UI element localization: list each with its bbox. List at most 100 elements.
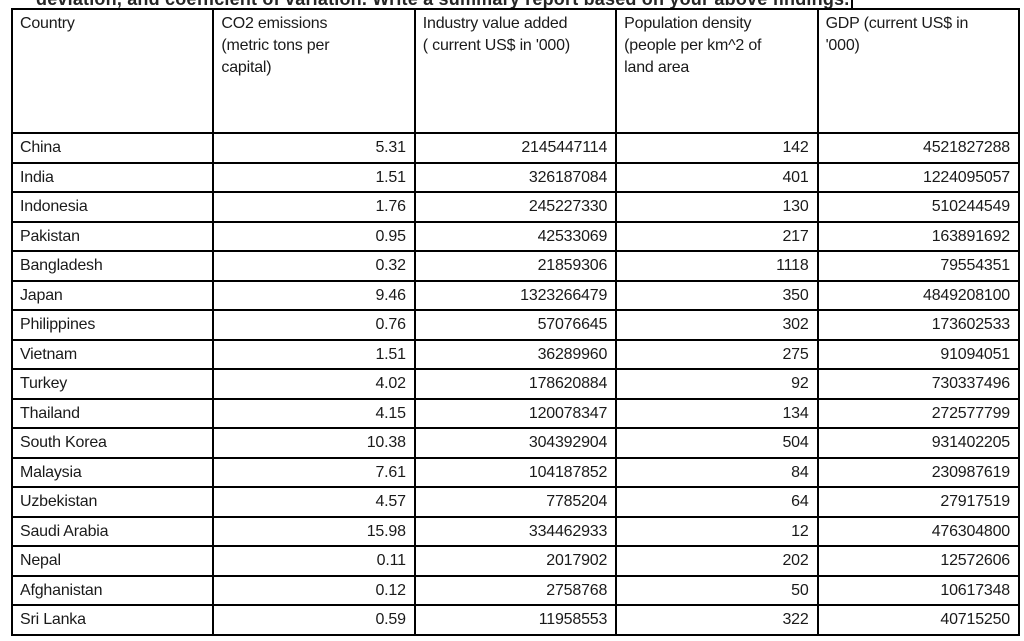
value-cell: 1118 bbox=[615, 250, 819, 282]
value-cell: 15.98 bbox=[212, 515, 416, 547]
table-row: Thailand 4.15 120078347 134 272577799 bbox=[10, 397, 1021, 429]
value-cell: 931402205 bbox=[816, 427, 1021, 459]
value-cell: 1.76 bbox=[212, 191, 416, 223]
value-cell: 10617348 bbox=[816, 574, 1021, 606]
value-cell: 4521827288 bbox=[816, 132, 1021, 164]
column-header-country: Country bbox=[10, 8, 215, 134]
value-cell: 476304800 bbox=[816, 515, 1021, 547]
value-cell: 0.12 bbox=[212, 574, 416, 606]
value-cell: 4.57 bbox=[212, 486, 416, 518]
value-cell: 202 bbox=[615, 545, 819, 577]
clipped-paragraph: deviation, and coefficient of variation.… bbox=[36, 0, 1016, 9]
value-cell: 1323266479 bbox=[413, 279, 618, 311]
table-row: India 1.51 326187084 401 1224095057 bbox=[10, 161, 1021, 193]
country-cell: Vietnam bbox=[10, 338, 215, 370]
country-cell: India bbox=[10, 161, 215, 193]
text-cursor[interactable] bbox=[851, 0, 853, 9]
country-cell: Thailand bbox=[10, 397, 215, 429]
value-cell: 4849208100 bbox=[816, 279, 1021, 311]
value-cell: 4.15 bbox=[212, 397, 416, 429]
value-cell: 504 bbox=[615, 427, 819, 459]
value-cell: 92 bbox=[615, 368, 819, 400]
value-cell: 173602533 bbox=[816, 309, 1021, 341]
value-cell: 10.38 bbox=[212, 427, 416, 459]
table-row: Nepal 0.11 2017902 202 12572606 bbox=[10, 545, 1021, 577]
value-cell: 0.59 bbox=[212, 604, 416, 636]
column-header-co2-emissions: CO2 emissions (metric tons per capital) bbox=[212, 8, 416, 134]
value-cell: 7785204 bbox=[413, 486, 618, 518]
value-cell: 217 bbox=[615, 220, 819, 252]
value-cell: 401 bbox=[615, 161, 819, 193]
value-cell: 42533069 bbox=[413, 220, 618, 252]
table-row: Afghanistan 0.12 2758768 50 10617348 bbox=[10, 574, 1021, 606]
value-cell: 275 bbox=[615, 338, 819, 370]
country-cell: Sri Lanka bbox=[10, 604, 215, 636]
table-row: Philippines 0.76 57076645 302 173602533 bbox=[10, 309, 1021, 341]
value-cell: 40715250 bbox=[816, 604, 1021, 636]
value-cell: 2758768 bbox=[413, 574, 618, 606]
country-cell: China bbox=[10, 132, 215, 164]
value-cell: 1.51 bbox=[212, 161, 416, 193]
value-cell: 0.32 bbox=[212, 250, 416, 282]
value-cell: 1224095057 bbox=[816, 161, 1021, 193]
value-cell: 120078347 bbox=[413, 397, 618, 429]
value-cell: 322 bbox=[615, 604, 819, 636]
country-cell: Indonesia bbox=[10, 191, 215, 223]
value-cell: 2017902 bbox=[413, 545, 618, 577]
value-cell: 178620884 bbox=[413, 368, 618, 400]
column-header-gdp: GDP (current US$ in '000) bbox=[816, 8, 1021, 134]
table-row: Bangladesh 0.32 21859306 1118 79554351 bbox=[10, 250, 1021, 282]
value-cell: 304392904 bbox=[413, 427, 618, 459]
value-cell: 64 bbox=[615, 486, 819, 518]
table-row: Japan 9.46 1323266479 350 4849208100 bbox=[10, 279, 1021, 311]
value-cell: 0.76 bbox=[212, 309, 416, 341]
table-row: Uzbekistan 4.57 7785204 64 27917519 bbox=[10, 486, 1021, 518]
country-cell: Japan bbox=[10, 279, 215, 311]
value-cell: 0.11 bbox=[212, 545, 416, 577]
value-cell: 12572606 bbox=[816, 545, 1021, 577]
table-row: Pakistan 0.95 42533069 217 163891692 bbox=[10, 220, 1021, 252]
table-row: Saudi Arabia 15.98 334462933 12 476304800 bbox=[10, 515, 1021, 547]
value-cell: 134 bbox=[615, 397, 819, 429]
value-cell: 12 bbox=[615, 515, 819, 547]
value-cell: 130 bbox=[615, 191, 819, 223]
value-cell: 302 bbox=[615, 309, 819, 341]
value-cell: 730337496 bbox=[816, 368, 1021, 400]
value-cell: 272577799 bbox=[816, 397, 1021, 429]
value-cell: 50 bbox=[615, 574, 819, 606]
country-cell: Philippines bbox=[10, 309, 215, 341]
table-row: China 5.31 2145447114 142 4521827288 bbox=[10, 132, 1021, 164]
column-header-population-density: Population density (people per km^2 of l… bbox=[615, 8, 819, 134]
country-cell: Pakistan bbox=[10, 220, 215, 252]
value-cell: 4.02 bbox=[212, 368, 416, 400]
value-cell: 84 bbox=[615, 456, 819, 488]
country-cell: Bangladesh bbox=[10, 250, 215, 282]
country-cell: Uzbekistan bbox=[10, 486, 215, 518]
value-cell: 21859306 bbox=[413, 250, 618, 282]
table-row: Vietnam 1.51 36289960 275 91094051 bbox=[10, 338, 1021, 370]
value-cell: 9.46 bbox=[212, 279, 416, 311]
table-row: Indonesia 1.76 245227330 130 510244549 bbox=[10, 191, 1021, 223]
value-cell: 1.51 bbox=[212, 338, 416, 370]
column-header-industry-value-added: Industry value added ( current US$ in '0… bbox=[413, 8, 618, 134]
value-cell: 104187852 bbox=[413, 456, 618, 488]
value-cell: 11958553 bbox=[413, 604, 618, 636]
value-cell: 5.31 bbox=[212, 132, 416, 164]
table-row: Sri Lanka 0.59 11958553 322 40715250 bbox=[10, 604, 1021, 636]
country-cell: Nepal bbox=[10, 545, 215, 577]
value-cell: 230987619 bbox=[816, 456, 1021, 488]
value-cell: 79554351 bbox=[816, 250, 1021, 282]
paragraph-text: deviation, and coefficient of variation.… bbox=[36, 0, 849, 9]
table-row: Turkey 4.02 178620884 92 730337496 bbox=[10, 368, 1021, 400]
value-cell: 245227330 bbox=[413, 191, 618, 223]
value-cell: 163891692 bbox=[816, 220, 1021, 252]
value-cell: 326187084 bbox=[413, 161, 618, 193]
value-cell: 2145447114 bbox=[413, 132, 618, 164]
table-body: China 5.31 2145447114 142 4521827288 India 1.5… bbox=[10, 132, 1021, 636]
value-cell: 91094051 bbox=[816, 338, 1021, 370]
country-cell: Saudi Arabia bbox=[10, 515, 215, 547]
value-cell: 27917519 bbox=[816, 486, 1021, 518]
value-cell: 142 bbox=[615, 132, 819, 164]
value-cell: 510244549 bbox=[816, 191, 1021, 223]
value-cell: 350 bbox=[615, 279, 819, 311]
